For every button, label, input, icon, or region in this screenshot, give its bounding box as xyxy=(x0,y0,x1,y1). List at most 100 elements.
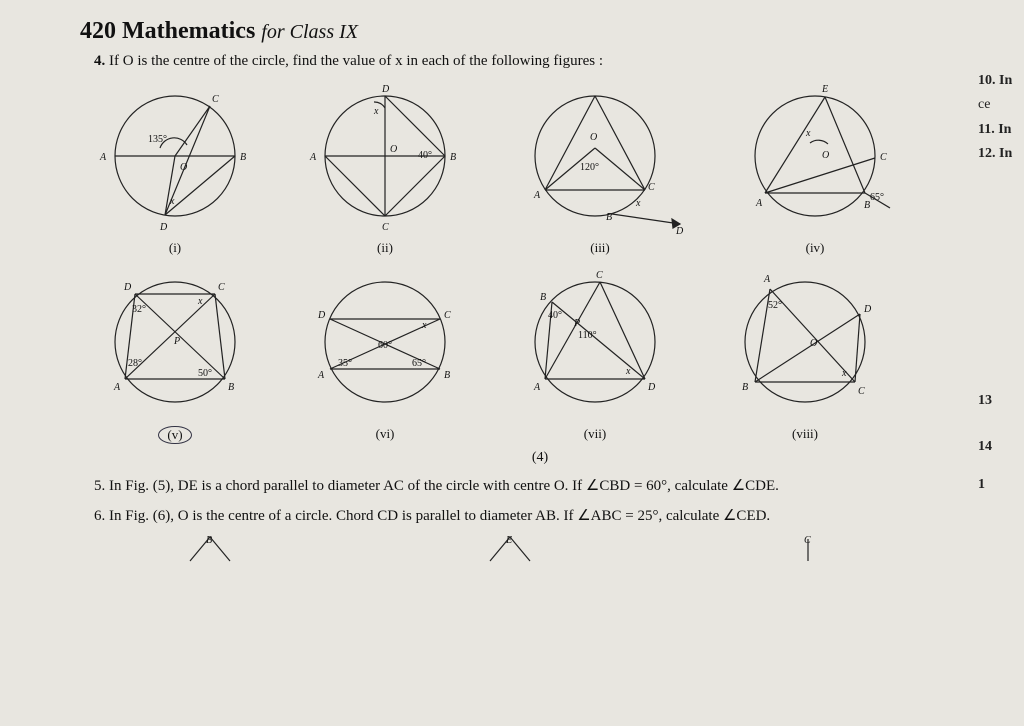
bottom-fig-mid: E xyxy=(480,533,540,563)
svg-text:65°: 65° xyxy=(870,192,884,203)
svg-text:35°: 35° xyxy=(338,358,352,369)
svg-text:x: x xyxy=(373,106,379,117)
svg-text:C: C xyxy=(212,94,219,105)
svg-text:C: C xyxy=(218,282,225,293)
figure-ii-svg: A B C D O x 40° xyxy=(300,78,470,238)
figure-vi-svg: A B C D 35° 65° x 60° xyxy=(300,264,470,424)
svg-text:B: B xyxy=(450,152,456,163)
svg-text:A: A xyxy=(317,370,325,381)
center-4: (4) xyxy=(80,450,1000,466)
svg-text:B: B xyxy=(742,382,748,393)
svg-text:x: x xyxy=(421,320,427,331)
svg-text:120°: 120° xyxy=(580,162,599,173)
bottom-fig-left: B xyxy=(180,533,240,563)
svg-text:135°: 135° xyxy=(148,134,167,145)
svg-text:C: C xyxy=(858,386,865,397)
svg-text:D: D xyxy=(647,382,656,393)
svg-text:x: x xyxy=(635,198,641,209)
figure-iv-svg: A B C E O x 65° xyxy=(730,78,900,238)
svg-text:50°: 50° xyxy=(198,368,212,379)
svg-text:28°: 28° xyxy=(128,358,142,369)
svg-text:x: x xyxy=(805,128,811,139)
figure-row-1: A B C D O 135° x (i) A B C xyxy=(90,78,1000,256)
right-margin-text: 10. In ce 11. In 12. In 13 14 1 xyxy=(978,70,1020,499)
svg-text:52°: 52° xyxy=(768,300,782,311)
bottom-label-B: B xyxy=(206,535,212,546)
svg-text:A: A xyxy=(309,152,317,163)
figure-viii-caption: (viii) xyxy=(792,426,818,442)
svg-text:P: P xyxy=(573,318,580,329)
question-4: 4. If O is the centre of the circle, fin… xyxy=(94,53,1000,70)
side-1: 1 xyxy=(978,474,1020,496)
svg-text:C: C xyxy=(444,310,451,321)
svg-text:D: D xyxy=(863,304,872,315)
q4-num: 4. xyxy=(94,53,105,69)
figure-viii: A B C D O 52° x (viii) xyxy=(720,264,890,444)
figure-iii: A B C D O 120° x (iii) xyxy=(510,78,690,256)
svg-text:B: B xyxy=(444,370,450,381)
figure-ii-caption: (ii) xyxy=(377,240,393,256)
svg-text:x: x xyxy=(841,368,847,379)
figure-v-svg: A B C D P 32° 28° 50° x xyxy=(90,264,260,424)
q5-text: In Fig. (5), DE is a chord parallel to d… xyxy=(109,478,779,494)
svg-text:x: x xyxy=(197,296,203,307)
bottom-label-E: E xyxy=(505,535,512,546)
svg-text:C: C xyxy=(880,152,887,163)
figure-iii-svg: A B C D O 120° x xyxy=(510,78,690,238)
svg-text:60°: 60° xyxy=(378,340,392,351)
svg-text:40°: 40° xyxy=(418,150,432,161)
page-header: 420 Mathematics for Class IX xyxy=(80,18,1000,45)
svg-text:D: D xyxy=(317,310,326,321)
svg-text:D: D xyxy=(675,226,684,237)
svg-text:O: O xyxy=(390,144,397,155)
svg-text:32°: 32° xyxy=(132,304,146,315)
svg-text:O: O xyxy=(180,162,187,173)
side-10: 10. In xyxy=(978,70,1020,92)
svg-text:B: B xyxy=(540,292,546,303)
svg-text:A: A xyxy=(99,152,107,163)
svg-text:65°: 65° xyxy=(412,358,426,369)
bottom-partial-figures: B E C xyxy=(180,533,1000,563)
figure-i-caption: (i) xyxy=(169,240,181,256)
svg-text:C: C xyxy=(382,222,389,233)
svg-text:D: D xyxy=(123,282,132,293)
page-subtitle: for Class IX xyxy=(261,21,358,43)
svg-text:110°: 110° xyxy=(578,330,597,341)
figure-vi-caption: (vi) xyxy=(376,426,395,442)
q6-num: 6. xyxy=(94,508,105,524)
q6-text: In Fig. (6), O is the centre of a circle… xyxy=(109,508,770,524)
svg-text:B: B xyxy=(240,152,246,163)
side-13: 13 xyxy=(978,390,1020,412)
svg-text:A: A xyxy=(755,198,763,209)
side-12: 12. In xyxy=(978,143,1020,165)
figure-row-2: A B C D P 32° 28° 50° x (v) A B xyxy=(90,264,1000,444)
svg-text:E: E xyxy=(821,84,828,95)
svg-text:O: O xyxy=(590,132,597,143)
figure-viii-svg: A B C D O 52° x xyxy=(720,264,890,424)
svg-text:A: A xyxy=(533,382,541,393)
question-5: 5. In Fig. (5), DE is a chord parallel t… xyxy=(94,476,1000,496)
side-11: 11. In xyxy=(978,119,1020,141)
svg-text:P: P xyxy=(173,336,180,347)
svg-text:B: B xyxy=(228,382,234,393)
figure-iv-caption: (iv) xyxy=(806,240,825,256)
svg-text:D: D xyxy=(159,222,168,233)
question-6: 6. In Fig. (6), O is the centre of a cir… xyxy=(94,506,1000,526)
svg-text:D: D xyxy=(381,84,390,95)
svg-text:C: C xyxy=(648,182,655,193)
figure-vii: A B C D P 40° 110° x (vii) xyxy=(510,264,680,444)
svg-text:A: A xyxy=(763,274,771,285)
page-title: Mathematics xyxy=(122,18,255,44)
figure-v: A B C D P 32° 28° 50° x (v) xyxy=(90,264,260,444)
figure-iv: A B C E O x 65° (iv) xyxy=(730,78,900,256)
figure-i: A B C D O 135° x (i) xyxy=(90,78,260,256)
svg-text:A: A xyxy=(533,190,541,201)
svg-text:x: x xyxy=(169,196,175,207)
page-number: 420 xyxy=(80,18,116,44)
svg-text:x: x xyxy=(625,366,631,377)
figure-ii: A B C D O x 40° (ii) xyxy=(300,78,470,256)
svg-text:C: C xyxy=(596,270,603,281)
figure-i-svg: A B C D O 135° x xyxy=(90,78,260,238)
svg-text:40°: 40° xyxy=(548,310,562,321)
figure-iii-caption: (iii) xyxy=(590,240,610,256)
